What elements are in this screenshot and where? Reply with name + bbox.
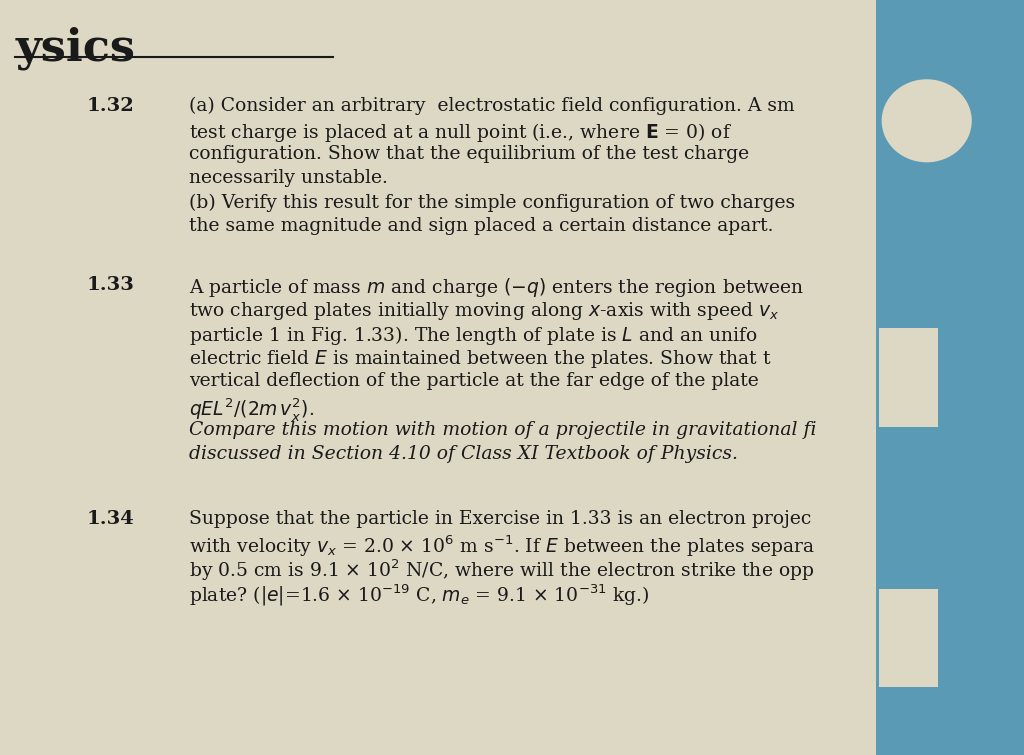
Text: 1.33: 1.33 xyxy=(87,276,135,294)
Text: discussed in Section 4.10 of Class XI Textbook of Physics.: discussed in Section 4.10 of Class XI Te… xyxy=(189,445,738,463)
Text: Compare this motion with motion of a projectile in gravitational fi: Compare this motion with motion of a pro… xyxy=(189,421,817,439)
Bar xyxy=(879,589,938,687)
Bar xyxy=(879,328,938,427)
Text: electric field $E$ is maintained between the plates. Show that t: electric field $E$ is maintained between… xyxy=(189,348,772,370)
Text: Suppose that the particle in Exercise in 1.33 is an electron projec: Suppose that the particle in Exercise in… xyxy=(189,510,812,528)
Text: test charge is placed at a null point (i.e., where $\mathbf{E}$ = 0) of: test charge is placed at a null point (i… xyxy=(189,121,732,143)
Text: with velocity $v_x$ = 2.0 $\times$ 10$^6$ m s$^{-1}$. If $E$ between the plates : with velocity $v_x$ = 2.0 $\times$ 10$^6… xyxy=(189,534,816,559)
Text: (b) Verify this result for the simple configuration of two charges: (b) Verify this result for the simple co… xyxy=(189,193,796,211)
Text: vertical deflection of the particle at the far edge of the plate: vertical deflection of the particle at t… xyxy=(189,372,759,390)
Text: (a) Consider an arbitrary  electrostatic field configuration. A sm: (a) Consider an arbitrary electrostatic … xyxy=(189,97,795,115)
Text: $qEL^2/(2m\,v_x^2)$.: $qEL^2/(2m\,v_x^2)$. xyxy=(189,396,314,424)
Bar xyxy=(876,0,1024,755)
Text: necessarily unstable.: necessarily unstable. xyxy=(189,169,388,187)
Bar xyxy=(0,0,876,755)
Text: 1.32: 1.32 xyxy=(87,97,135,115)
Text: the same magnitude and sign placed a certain distance apart.: the same magnitude and sign placed a cer… xyxy=(189,217,774,236)
Text: two charged plates initially moving along $x$-axis with speed $v_x$: two charged plates initially moving alon… xyxy=(189,300,780,322)
Text: particle 1 in Fig. 1.33). The length of plate is $L$ and an unifo: particle 1 in Fig. 1.33). The length of … xyxy=(189,324,759,347)
Text: by 0.5 cm is 9.1 $\times$ 10$^2$ N/C, where will the electron strike the opp: by 0.5 cm is 9.1 $\times$ 10$^2$ N/C, wh… xyxy=(189,558,815,584)
Ellipse shape xyxy=(882,79,972,162)
Text: plate? ($|e|$=1.6 $\times$ 10$^{-19}$ C, $m_e$ = 9.1 $\times$ 10$^{-31}$ kg.): plate? ($|e|$=1.6 $\times$ 10$^{-19}$ C,… xyxy=(189,582,650,608)
Text: ysics: ysics xyxy=(15,26,135,70)
Text: 1.34: 1.34 xyxy=(87,510,135,528)
Text: A particle of mass $m$ and charge $(-q)$ enters the region between: A particle of mass $m$ and charge $(-q)$… xyxy=(189,276,805,298)
Text: configuration. Show that the equilibrium of the test chargе: configuration. Show that the equilibrium… xyxy=(189,145,750,163)
